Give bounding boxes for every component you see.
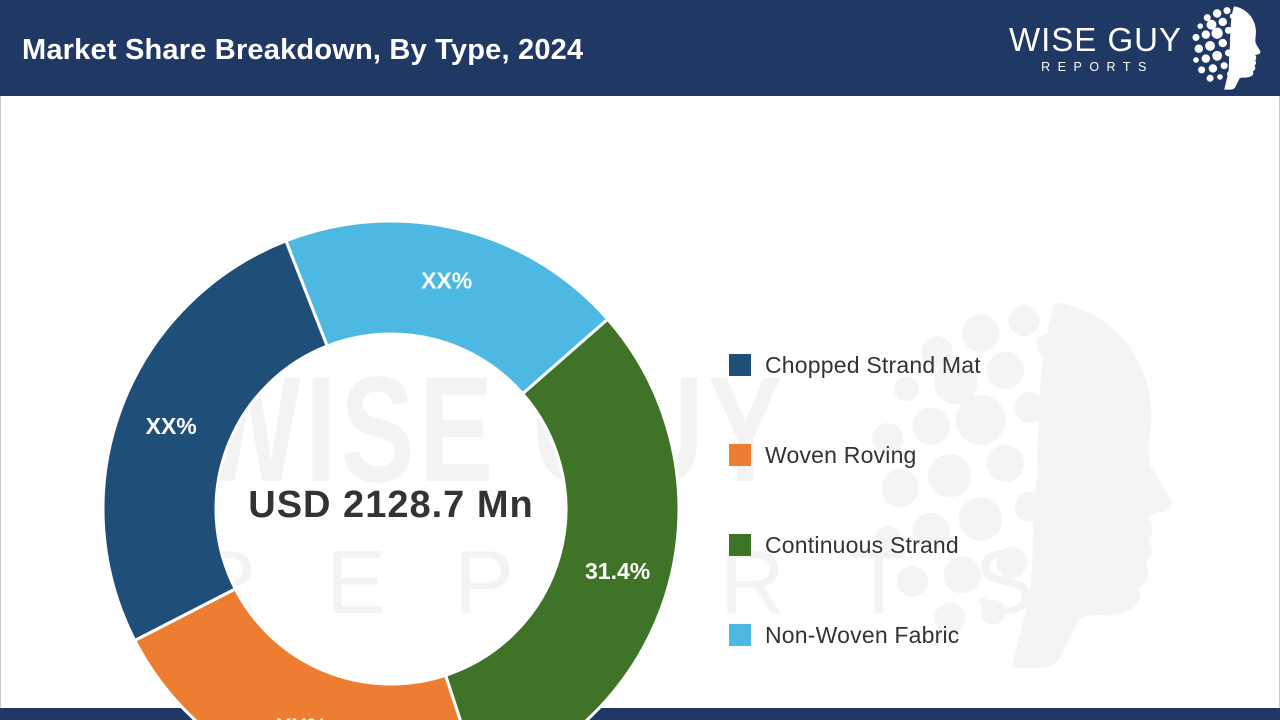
legend-label: Non-Woven Fabric	[765, 621, 960, 648]
donut-slice-continuous-strand	[444, 317, 681, 720]
legend-swatch-continuous-strand	[729, 534, 751, 556]
logo-text: WISE GUY REPORTS	[1009, 23, 1182, 74]
donut-chart: XX% 31.4% XX% XX%	[101, 219, 681, 720]
donut-center-value: USD 2128.7 Mn	[248, 484, 534, 526]
donut-slice-woven-roving	[133, 587, 462, 720]
donut-slice-non-woven-fabric	[284, 219, 610, 396]
slice-value-label-chopped-strand-mat: XX%	[146, 413, 197, 439]
slice-value-label-non-woven-fabric: XX%	[421, 268, 472, 294]
logo-wordmark: WISE GUY	[1008, 20, 1182, 58]
legend-label: Woven Roving	[765, 441, 917, 468]
slice-value-label-continuous-strand: 31.4%	[585, 558, 650, 584]
legend: Chopped Strand Mat Woven Roving Continuo…	[729, 351, 981, 649]
legend-item-chopped-strand-mat: Chopped Strand Mat	[729, 351, 981, 379]
legend-item-continuous-strand: Continuous Strand	[729, 531, 981, 559]
donut-slice-chopped-strand-mat	[101, 239, 329, 642]
chart-area: WISE GUY REPORTS XX%31.4%XX%XX% USD 2128…	[0, 96, 1280, 720]
watermark-wordmark: WISE GUY	[196, 345, 787, 513]
wiseguy-head-icon	[1192, 6, 1261, 90]
legend-item-non-woven-fabric: Non-Woven Fabric	[729, 621, 981, 649]
legend-swatch-woven-roving	[729, 444, 751, 466]
logo-subtext: REPORTS	[1041, 59, 1154, 74]
legend-swatch-non-woven-fabric	[729, 624, 751, 646]
legend-label: Chopped Strand Mat	[765, 351, 981, 378]
legend-swatch-chopped-strand-mat	[729, 354, 751, 376]
legend-label: Continuous Strand	[765, 531, 959, 558]
header-bar: Market Share Breakdown, By Type, 2024 WI…	[0, 0, 1280, 96]
legend-item-woven-roving: Woven Roving	[729, 441, 981, 469]
slice-value-label-woven-roving: XX%	[276, 713, 327, 720]
page-title: Market Share Breakdown, By Type, 2024	[22, 33, 584, 66]
wiseguy-logo: WISE GUY REPORTS	[1009, 5, 1266, 91]
